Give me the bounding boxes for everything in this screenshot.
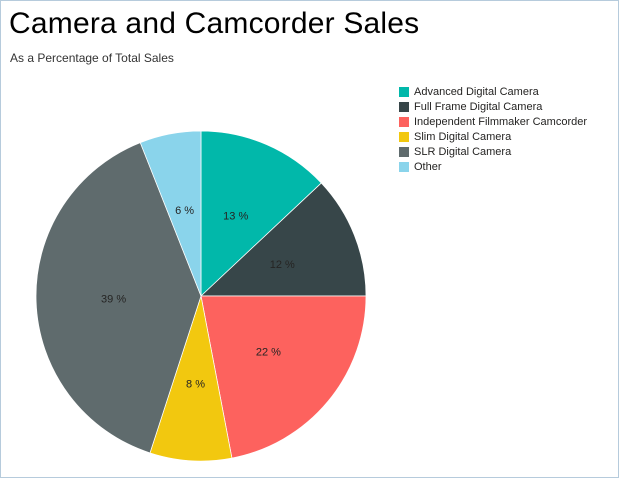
slice-label: 6 % bbox=[175, 205, 194, 217]
legend-swatch bbox=[399, 162, 409, 172]
pie-slice[interactable] bbox=[200, 295, 367, 459]
slice-label: 22 % bbox=[256, 347, 281, 359]
legend-swatch bbox=[399, 132, 409, 142]
legend-swatch bbox=[399, 147, 409, 157]
legend-swatch bbox=[399, 87, 409, 97]
legend-label: Slim Digital Camera bbox=[414, 131, 512, 143]
legend-label: Independent Filmmaker Camcorder bbox=[414, 116, 588, 128]
legend: Advanced Digital Camera Full Frame Digita… bbox=[399, 86, 587, 173]
slice-label: 13 % bbox=[223, 211, 248, 223]
slice-label: 12 % bbox=[270, 259, 295, 271]
legend-label: Full Frame Digital Camera bbox=[414, 101, 543, 113]
slice-label: 8 % bbox=[186, 378, 205, 390]
legend-swatch bbox=[399, 117, 409, 127]
pie-slice[interactable] bbox=[139, 130, 202, 297]
slice-label: 39 % bbox=[101, 294, 126, 306]
legend-item[interactable]: Other bbox=[399, 161, 587, 173]
pie-slice[interactable] bbox=[200, 130, 322, 297]
pie-slice[interactable] bbox=[200, 182, 367, 297]
legend-item[interactable]: Independent Filmmaker Camcorder bbox=[399, 116, 587, 128]
legend-item[interactable]: SLR Digital Camera bbox=[399, 146, 587, 158]
legend-item[interactable]: Full Frame Digital Camera bbox=[399, 101, 587, 113]
pie-slice[interactable] bbox=[35, 142, 202, 454]
chart-title: Camera and Camcorder Sales bbox=[9, 7, 420, 40]
legend-swatch bbox=[399, 102, 409, 112]
legend-item[interactable]: Slim Digital Camera bbox=[399, 131, 587, 143]
legend-label: SLR Digital Camera bbox=[414, 146, 512, 158]
legend-label: Other bbox=[414, 161, 442, 173]
chart-subtitle: As a Percentage of Total Sales bbox=[10, 51, 174, 65]
legend-label: Advanced Digital Camera bbox=[414, 86, 539, 98]
legend-item[interactable]: Advanced Digital Camera bbox=[399, 86, 587, 98]
